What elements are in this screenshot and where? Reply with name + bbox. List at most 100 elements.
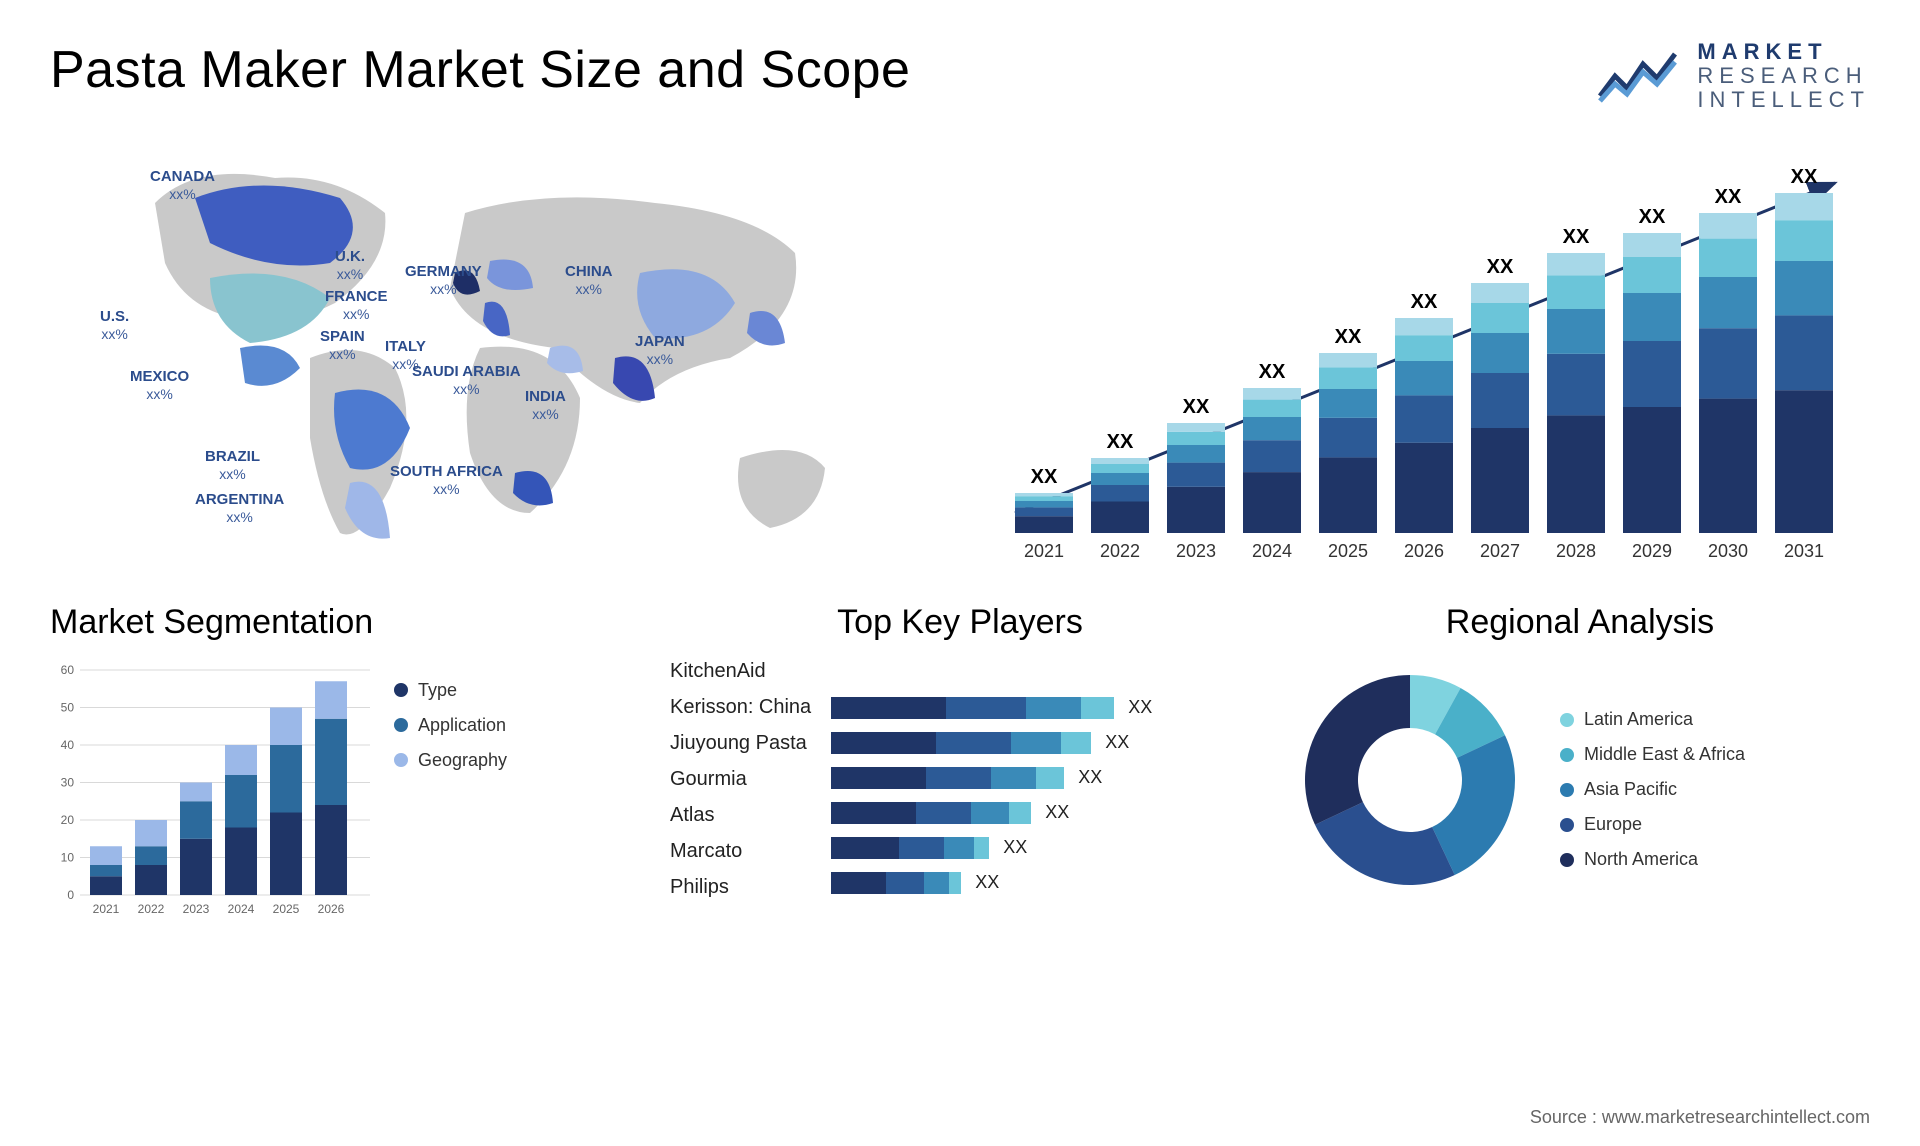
map-label: GERMANYxx% bbox=[405, 263, 482, 299]
player-value: XX bbox=[1105, 732, 1129, 753]
regional-section: Regional Analysis Latin America Middle Ea… bbox=[1290, 603, 1870, 920]
player-bar-row: XX bbox=[831, 836, 1250, 860]
map-label: BRAZILxx% bbox=[205, 448, 260, 484]
player-value: XX bbox=[1003, 837, 1027, 858]
svg-text:XX: XX bbox=[1031, 466, 1058, 488]
svg-text:XX: XX bbox=[1335, 326, 1362, 348]
regional-donut-chart bbox=[1290, 660, 1530, 900]
player-bars-list: XXXXXXXXXXXX bbox=[831, 660, 1250, 899]
player-name: KitchenAid bbox=[670, 660, 811, 683]
svg-text:30: 30 bbox=[61, 775, 75, 789]
map-label: SAUDI ARABIAxx% bbox=[412, 363, 521, 399]
map-label: SPAINxx% bbox=[320, 328, 365, 364]
svg-text:XX: XX bbox=[1183, 396, 1210, 418]
svg-text:2030: 2030 bbox=[1708, 541, 1748, 561]
growth-chart-panel: XX 2021 XX 2022 XX 2023 XX 2024 XX 2025 XX 2026 XX 20… bbox=[980, 143, 1870, 563]
player-value: XX bbox=[1078, 767, 1102, 788]
player-name: Marcato bbox=[670, 840, 811, 863]
svg-text:2028: 2028 bbox=[1556, 541, 1596, 561]
logo-icon bbox=[1595, 46, 1685, 106]
player-bar-row: XX bbox=[831, 871, 1250, 895]
player-name: Atlas bbox=[670, 804, 811, 827]
player-bar-row: XX bbox=[831, 696, 1250, 720]
svg-text:2021: 2021 bbox=[1024, 541, 1064, 561]
segmentation-legend: TypeApplicationGeography bbox=[394, 660, 507, 920]
header: Pasta Maker Market Size and Scope MARKET… bbox=[50, 40, 1870, 113]
svg-text:XX: XX bbox=[1107, 431, 1134, 453]
svg-text:XX: XX bbox=[1639, 206, 1666, 228]
map-label: U.K.xx% bbox=[335, 248, 365, 284]
map-label: MEXICOxx% bbox=[130, 368, 189, 404]
svg-text:2022: 2022 bbox=[138, 902, 165, 916]
top-row: CANADAxx% U.S.xx%MEXICOxx% BRAZILxx% ARGENT… bbox=[50, 143, 1870, 563]
player-value: XX bbox=[1128, 697, 1152, 718]
player-name: Kerisson: China bbox=[670, 696, 811, 719]
legend-item: North America bbox=[1560, 849, 1745, 870]
logo-line1: MARKET bbox=[1697, 40, 1870, 64]
svg-text:10: 10 bbox=[61, 850, 75, 864]
legend-item: Latin America bbox=[1560, 709, 1745, 730]
bottom-row: Market Segmentation 0 10 20 30 40 50 60 2021 202… bbox=[50, 603, 1870, 920]
growth-bar-chart: XX 2021 XX 2022 XX 2023 XX 2024 XX 2025 XX 2026 XX 20… bbox=[980, 143, 1870, 563]
svg-text:2024: 2024 bbox=[1252, 541, 1292, 561]
svg-text:2026: 2026 bbox=[1404, 541, 1444, 561]
player-bar-row: XX bbox=[831, 766, 1250, 790]
player-bar-row: XX bbox=[831, 731, 1250, 755]
map-label: INDIAxx% bbox=[525, 388, 566, 424]
svg-text:2022: 2022 bbox=[1100, 541, 1140, 561]
map-label: JAPANxx% bbox=[635, 333, 685, 369]
svg-text:0: 0 bbox=[67, 888, 74, 902]
legend-item: Type bbox=[394, 680, 507, 701]
svg-text:XX: XX bbox=[1259, 361, 1286, 383]
regional-title: Regional Analysis bbox=[1290, 603, 1870, 642]
player-name: Jiuyoung Pasta bbox=[670, 732, 811, 755]
svg-text:XX: XX bbox=[1411, 291, 1438, 313]
logo-line3: INTELLECT bbox=[1697, 88, 1870, 112]
players-section: Top Key Players KitchenAid Kerisson: Chin… bbox=[670, 603, 1250, 920]
world-map-svg bbox=[50, 143, 940, 563]
map-label: FRANCExx% bbox=[325, 288, 388, 324]
player-value: XX bbox=[1045, 802, 1069, 823]
map-label: U.S.xx% bbox=[100, 308, 129, 344]
svg-text:2027: 2027 bbox=[1480, 541, 1520, 561]
svg-text:20: 20 bbox=[61, 813, 75, 827]
svg-text:XX: XX bbox=[1487, 256, 1514, 278]
svg-text:2029: 2029 bbox=[1632, 541, 1672, 561]
player-bar-row: XX bbox=[831, 801, 1250, 825]
map-label: CANADAxx% bbox=[150, 168, 215, 204]
page-title: Pasta Maker Market Size and Scope bbox=[50, 40, 910, 100]
brand-logo: MARKET RESEARCH INTELLECT bbox=[1595, 40, 1870, 113]
source-text: Source : www.marketresearchintellect.com bbox=[1530, 1107, 1870, 1128]
map-label: CHINAxx% bbox=[565, 263, 613, 299]
segmentation-title: Market Segmentation bbox=[50, 603, 630, 642]
svg-text:XX: XX bbox=[1715, 186, 1742, 208]
svg-text:XX: XX bbox=[1563, 226, 1590, 248]
legend-item: Asia Pacific bbox=[1560, 779, 1745, 800]
legend-item: Application bbox=[394, 715, 507, 736]
regional-legend: Latin America Middle East & Africa Asia Pa… bbox=[1560, 689, 1745, 870]
player-name: Philips bbox=[670, 876, 811, 899]
svg-text:2021: 2021 bbox=[93, 902, 120, 916]
player-name: Gourmia bbox=[670, 768, 811, 791]
svg-text:2023: 2023 bbox=[183, 902, 210, 916]
logo-line2: RESEARCH bbox=[1697, 64, 1870, 88]
svg-text:2023: 2023 bbox=[1176, 541, 1216, 561]
svg-text:50: 50 bbox=[61, 700, 75, 714]
svg-text:2025: 2025 bbox=[273, 902, 300, 916]
map-label: SOUTH AFRICAxx% bbox=[390, 463, 503, 499]
svg-text:60: 60 bbox=[61, 663, 75, 677]
svg-text:2031: 2031 bbox=[1784, 541, 1824, 561]
player-names-list: KitchenAid Kerisson: China Jiuyoung Pasta G… bbox=[670, 660, 811, 899]
svg-text:2025: 2025 bbox=[1328, 541, 1368, 561]
svg-text:40: 40 bbox=[61, 738, 75, 752]
segmentation-section: Market Segmentation 0 10 20 30 40 50 60 2021 202… bbox=[50, 603, 630, 920]
svg-text:XX: XX bbox=[1791, 166, 1818, 188]
legend-item: Europe bbox=[1560, 814, 1745, 835]
svg-text:2024: 2024 bbox=[228, 902, 255, 916]
svg-text:2026: 2026 bbox=[318, 902, 345, 916]
world-map-panel: CANADAxx% U.S.xx%MEXICOxx% BRAZILxx% ARGENT… bbox=[50, 143, 940, 563]
players-title: Top Key Players bbox=[670, 603, 1250, 642]
map-label: ARGENTINAxx% bbox=[195, 491, 284, 527]
player-value: XX bbox=[975, 872, 999, 893]
legend-item: Middle East & Africa bbox=[1560, 744, 1745, 765]
